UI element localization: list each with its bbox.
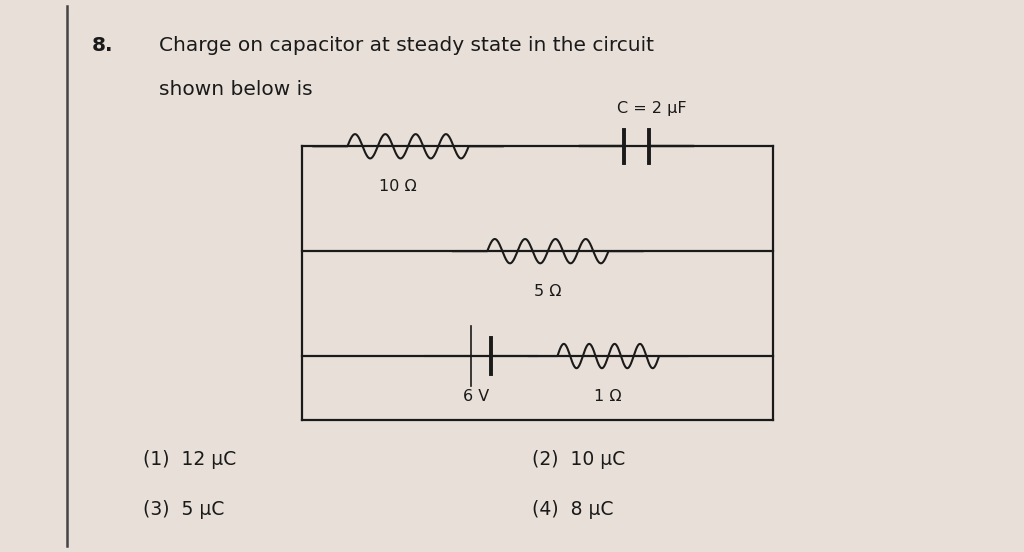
Text: C = 2 μF: C = 2 μF (617, 101, 687, 116)
Text: 8.: 8. (92, 36, 114, 55)
Text: Charge on capacitor at steady state in the circuit: Charge on capacitor at steady state in t… (159, 36, 653, 55)
Text: (2)  10 μC: (2) 10 μC (532, 450, 626, 469)
Text: (4)  8 μC: (4) 8 μC (532, 500, 614, 518)
Text: 6 V: 6 V (463, 389, 489, 404)
Text: (3)  5 μC: (3) 5 μC (143, 500, 224, 518)
Text: shown below is: shown below is (159, 80, 312, 99)
Text: 5 Ω: 5 Ω (535, 284, 561, 299)
Text: 10 Ω: 10 Ω (379, 179, 417, 194)
Text: 1 Ω: 1 Ω (595, 389, 622, 404)
Text: (1)  12 μC: (1) 12 μC (143, 450, 237, 469)
